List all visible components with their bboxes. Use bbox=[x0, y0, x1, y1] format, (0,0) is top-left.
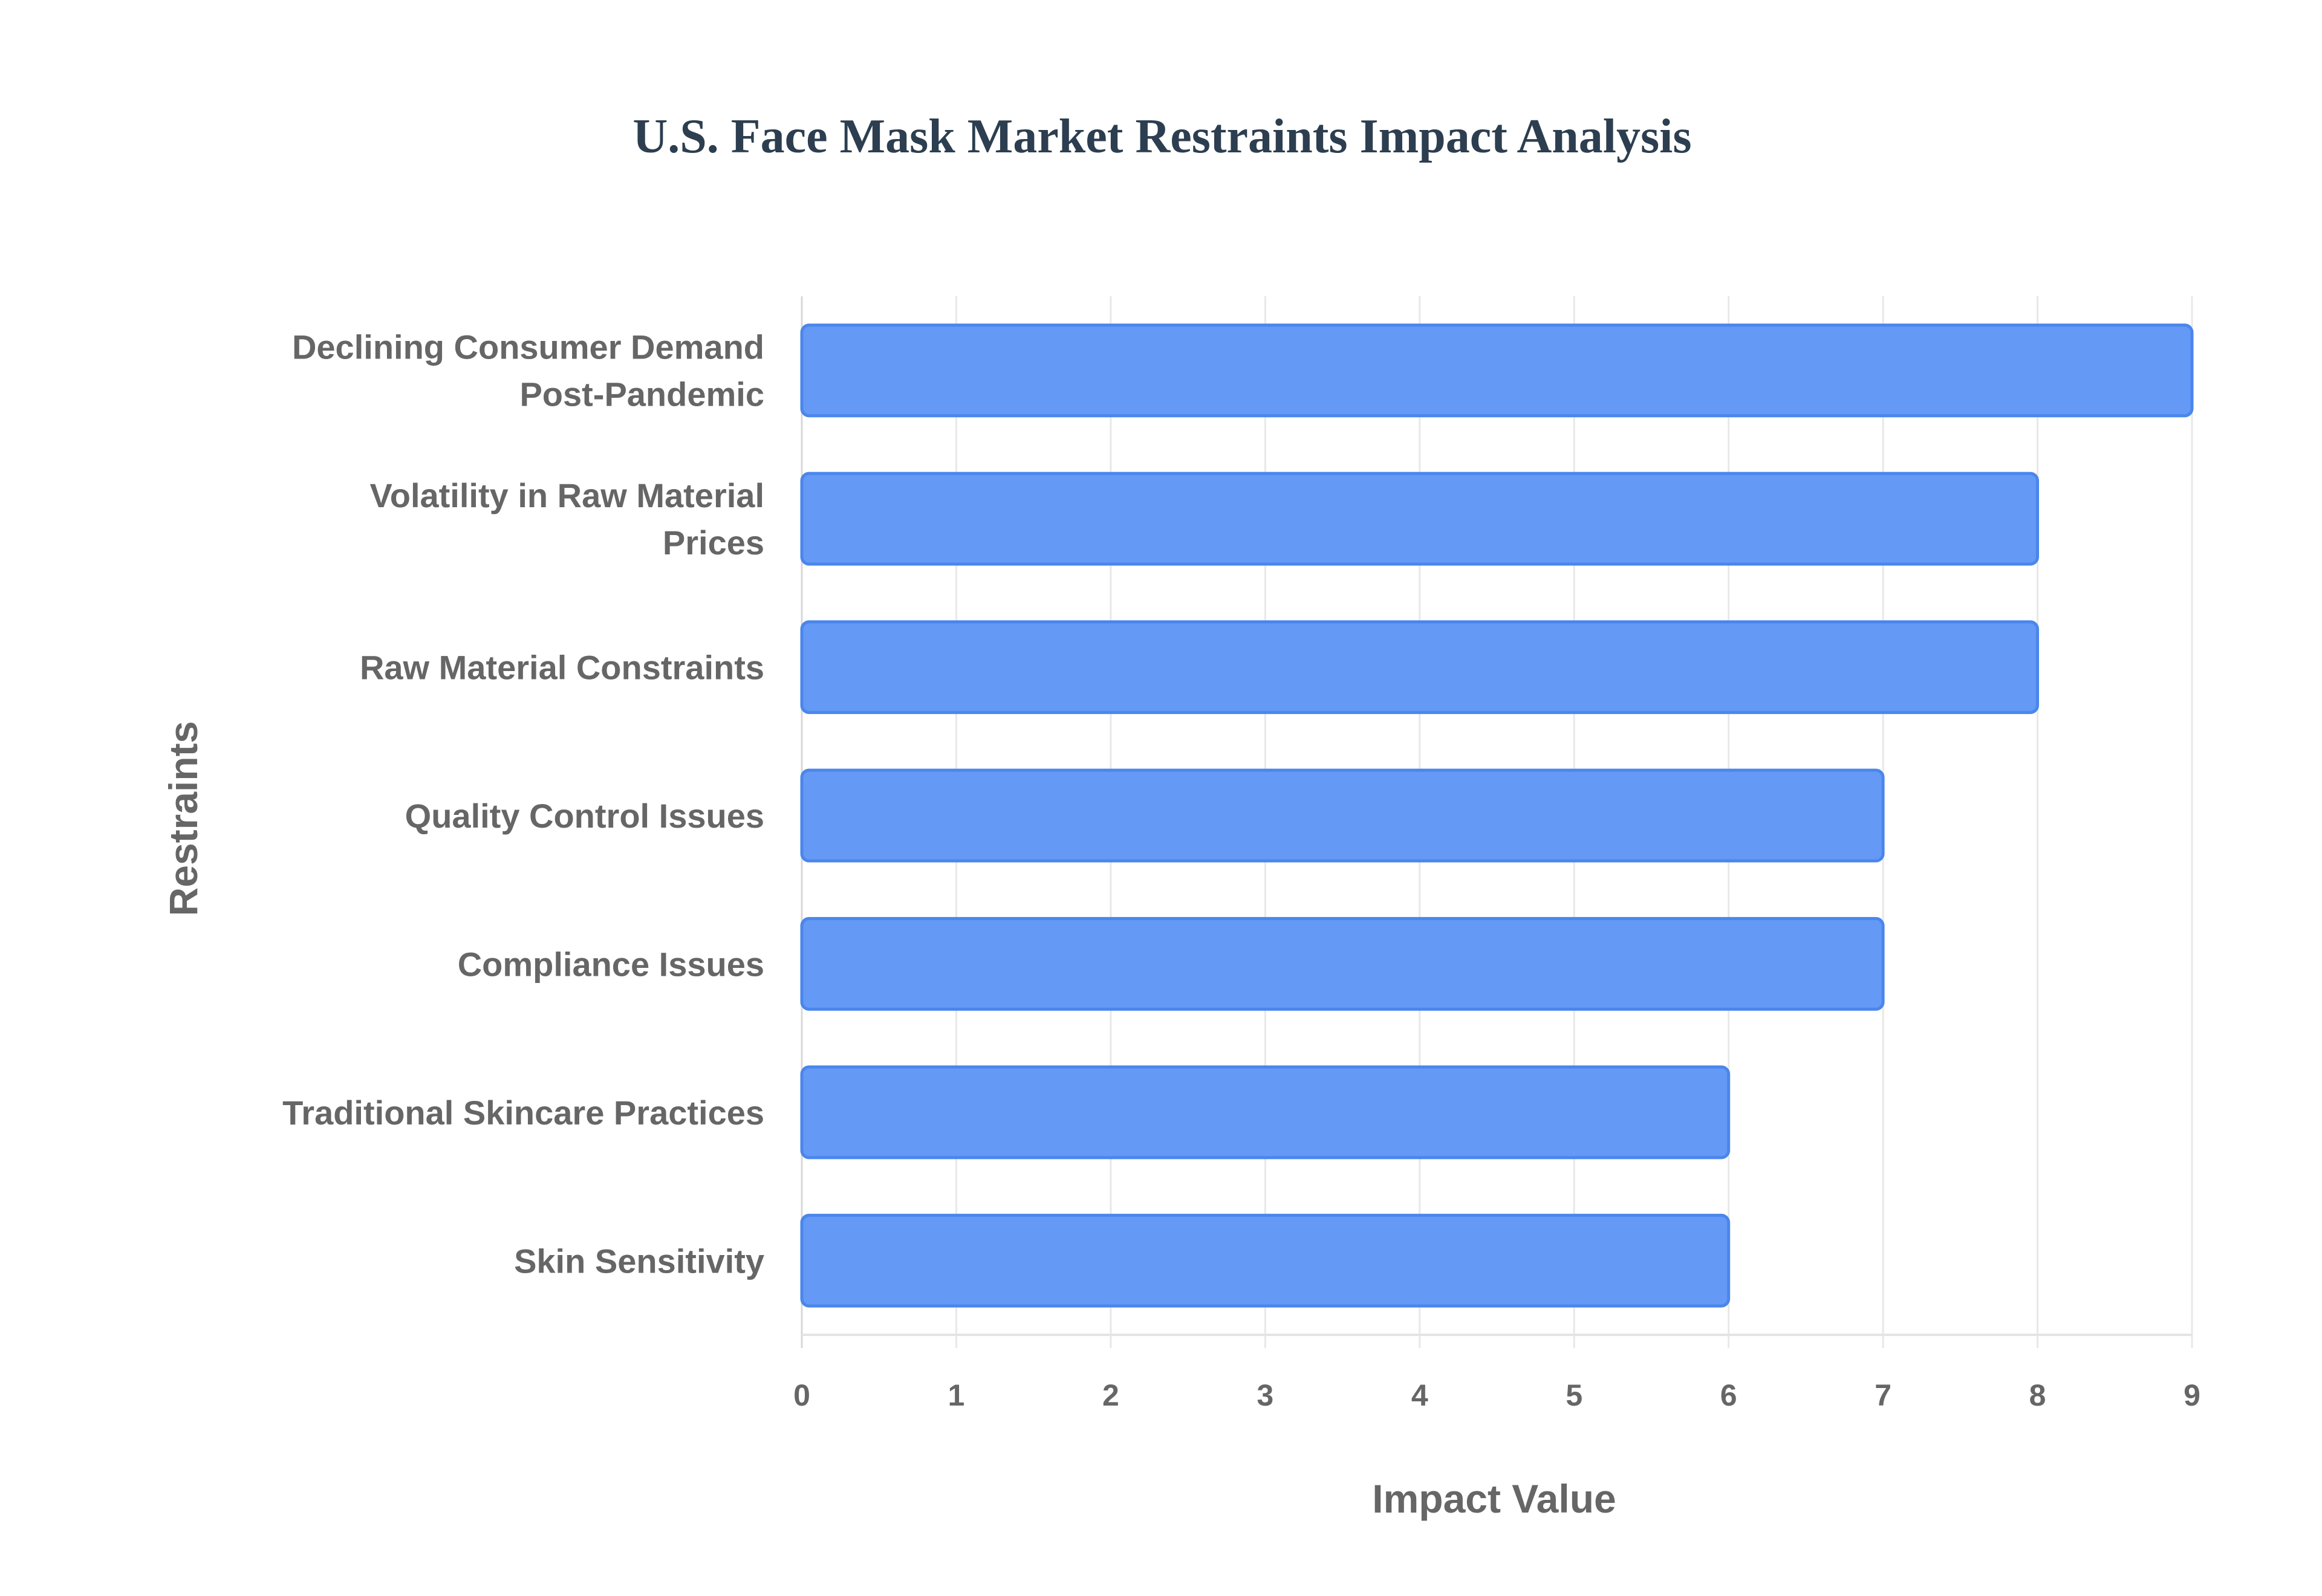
bar bbox=[800, 1065, 1731, 1160]
bar bbox=[800, 768, 1885, 863]
x-tick-label: 3 bbox=[1257, 1378, 1273, 1412]
x-tick-label: 7 bbox=[1875, 1378, 1891, 1412]
x-tick-label: 4 bbox=[1411, 1378, 1428, 1412]
category-label: Skin Sensitivity bbox=[514, 1242, 764, 1280]
category-label: Raw Material Constraints bbox=[360, 649, 764, 687]
x-tick-label: 9 bbox=[2184, 1378, 2200, 1412]
category-label: Quality Control Issues bbox=[405, 797, 764, 835]
x-tick-label: 1 bbox=[948, 1378, 965, 1412]
bar bbox=[800, 1213, 1731, 1308]
bars bbox=[800, 323, 2194, 1308]
y-axis-title: Restraints bbox=[161, 721, 206, 916]
chart-title: U.S. Face Mask Market Restraints Impact … bbox=[633, 110, 1692, 163]
y-category-labels: Declining Consumer Demand Post-Pandemic Vo… bbox=[282, 328, 764, 1280]
x-tick-label: 5 bbox=[1566, 1378, 1582, 1412]
x-axis-title: Impact Value bbox=[1372, 1476, 1616, 1521]
category-label: Prices bbox=[663, 524, 764, 562]
x-tick-labels: 0 1 2 3 4 5 6 7 8 9 bbox=[793, 1378, 2200, 1412]
bar bbox=[800, 323, 2194, 418]
category-label: Compliance Issues bbox=[458, 945, 764, 983]
category-label: Declining Consumer Demand bbox=[292, 328, 764, 366]
bar bbox=[800, 620, 2040, 715]
category-label: Traditional Skincare Practices bbox=[282, 1094, 764, 1132]
category-label: Volatility in Raw Material bbox=[370, 476, 764, 514]
bar bbox=[800, 916, 1885, 1011]
category-label: Post-Pandemic bbox=[519, 375, 764, 414]
x-tick-label: 8 bbox=[2029, 1378, 2046, 1412]
x-tick-label: 6 bbox=[1720, 1378, 1737, 1412]
bar bbox=[800, 472, 2040, 566]
x-tick-label: 2 bbox=[1102, 1378, 1119, 1412]
x-tick-label: 0 bbox=[793, 1378, 810, 1412]
